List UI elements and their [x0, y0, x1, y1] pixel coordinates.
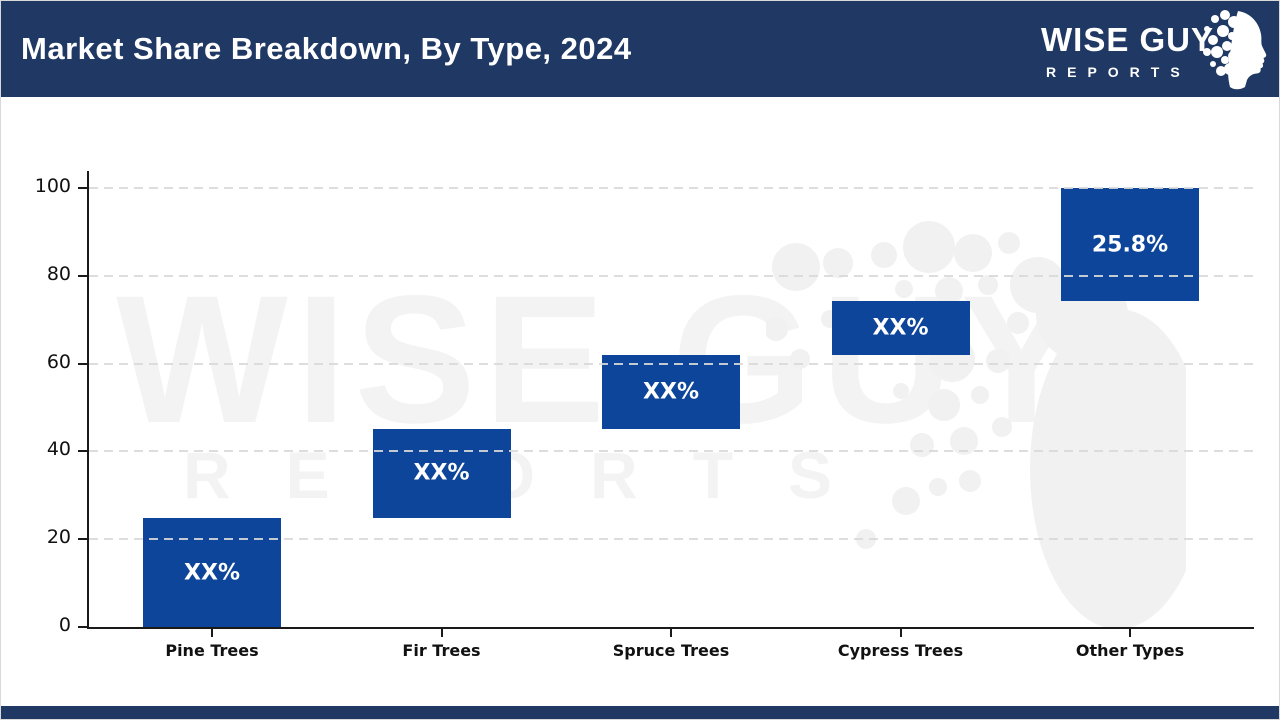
gridline: [89, 450, 1254, 453]
brand-wordmark: WISE GUY: [1041, 21, 1215, 58]
x-axis-category-label: Cypress Trees: [837, 641, 964, 660]
y-axis-tick-label: 40: [46, 438, 71, 461]
footer-bar: [1, 706, 1279, 719]
gridline: [89, 538, 1254, 541]
brand-logo: WISE GUY REPORTS: [1039, 7, 1275, 91]
y-axis-tick: [78, 626, 87, 628]
bar-value-label: XX%: [872, 315, 929, 341]
y-axis-tick: [78, 362, 87, 365]
x-axis-spine: [87, 627, 1254, 629]
app-header: Market Share Breakdown, By Type, 2024 WI…: [1, 1, 1279, 97]
bar-value-label: XX%: [643, 379, 699, 405]
head-dots-icon: [1203, 10, 1267, 90]
x-axis-tick: [211, 629, 213, 637]
watermark-wordmark: WISE GUY: [116, 257, 1091, 461]
page-title: Market Share Breakdown, By Type, 2024: [21, 31, 632, 66]
bar: XX%: [143, 518, 281, 627]
y-axis-tick: [78, 450, 87, 453]
x-axis-category-label: Spruce Trees: [612, 641, 730, 660]
gridline: [89, 187, 1254, 189]
bar-value-label: XX%: [184, 560, 240, 586]
brand-subtext: REPORTS: [1046, 64, 1191, 80]
x-axis-tick: [440, 629, 443, 637]
y-axis-spine: [87, 171, 89, 629]
x-axis-tick: [1129, 629, 1131, 637]
y-axis-tick-label: 60: [46, 350, 71, 373]
y-axis-tick-label: 0: [58, 614, 71, 636]
gridline: [89, 362, 1254, 365]
x-axis-category-label: Pine Trees: [165, 641, 259, 660]
bar: XX%: [602, 355, 740, 429]
x-axis-tick: [899, 629, 902, 637]
y-axis-tick: [78, 187, 87, 189]
x-axis-category-label: Fir Trees: [402, 641, 481, 660]
bar-value-label: XX%: [413, 460, 470, 486]
y-axis-tick-label: 80: [46, 262, 71, 285]
y-axis-tick: [78, 274, 87, 277]
gridline: [89, 274, 1254, 277]
y-axis-tick-label: 100: [34, 175, 71, 197]
bar: XX%: [372, 428, 511, 519]
x-axis-category-label: Other Types: [1075, 641, 1185, 660]
y-axis-tick-label: 20: [46, 526, 71, 549]
bar-value-label: 25.8%: [1091, 232, 1169, 258]
bar: 25.8%: [1061, 188, 1199, 302]
y-axis-tick: [78, 538, 87, 541]
bar: XX%: [831, 301, 970, 356]
watermark-head-icon: [766, 221, 1186, 629]
x-axis-tick: [670, 629, 672, 637]
